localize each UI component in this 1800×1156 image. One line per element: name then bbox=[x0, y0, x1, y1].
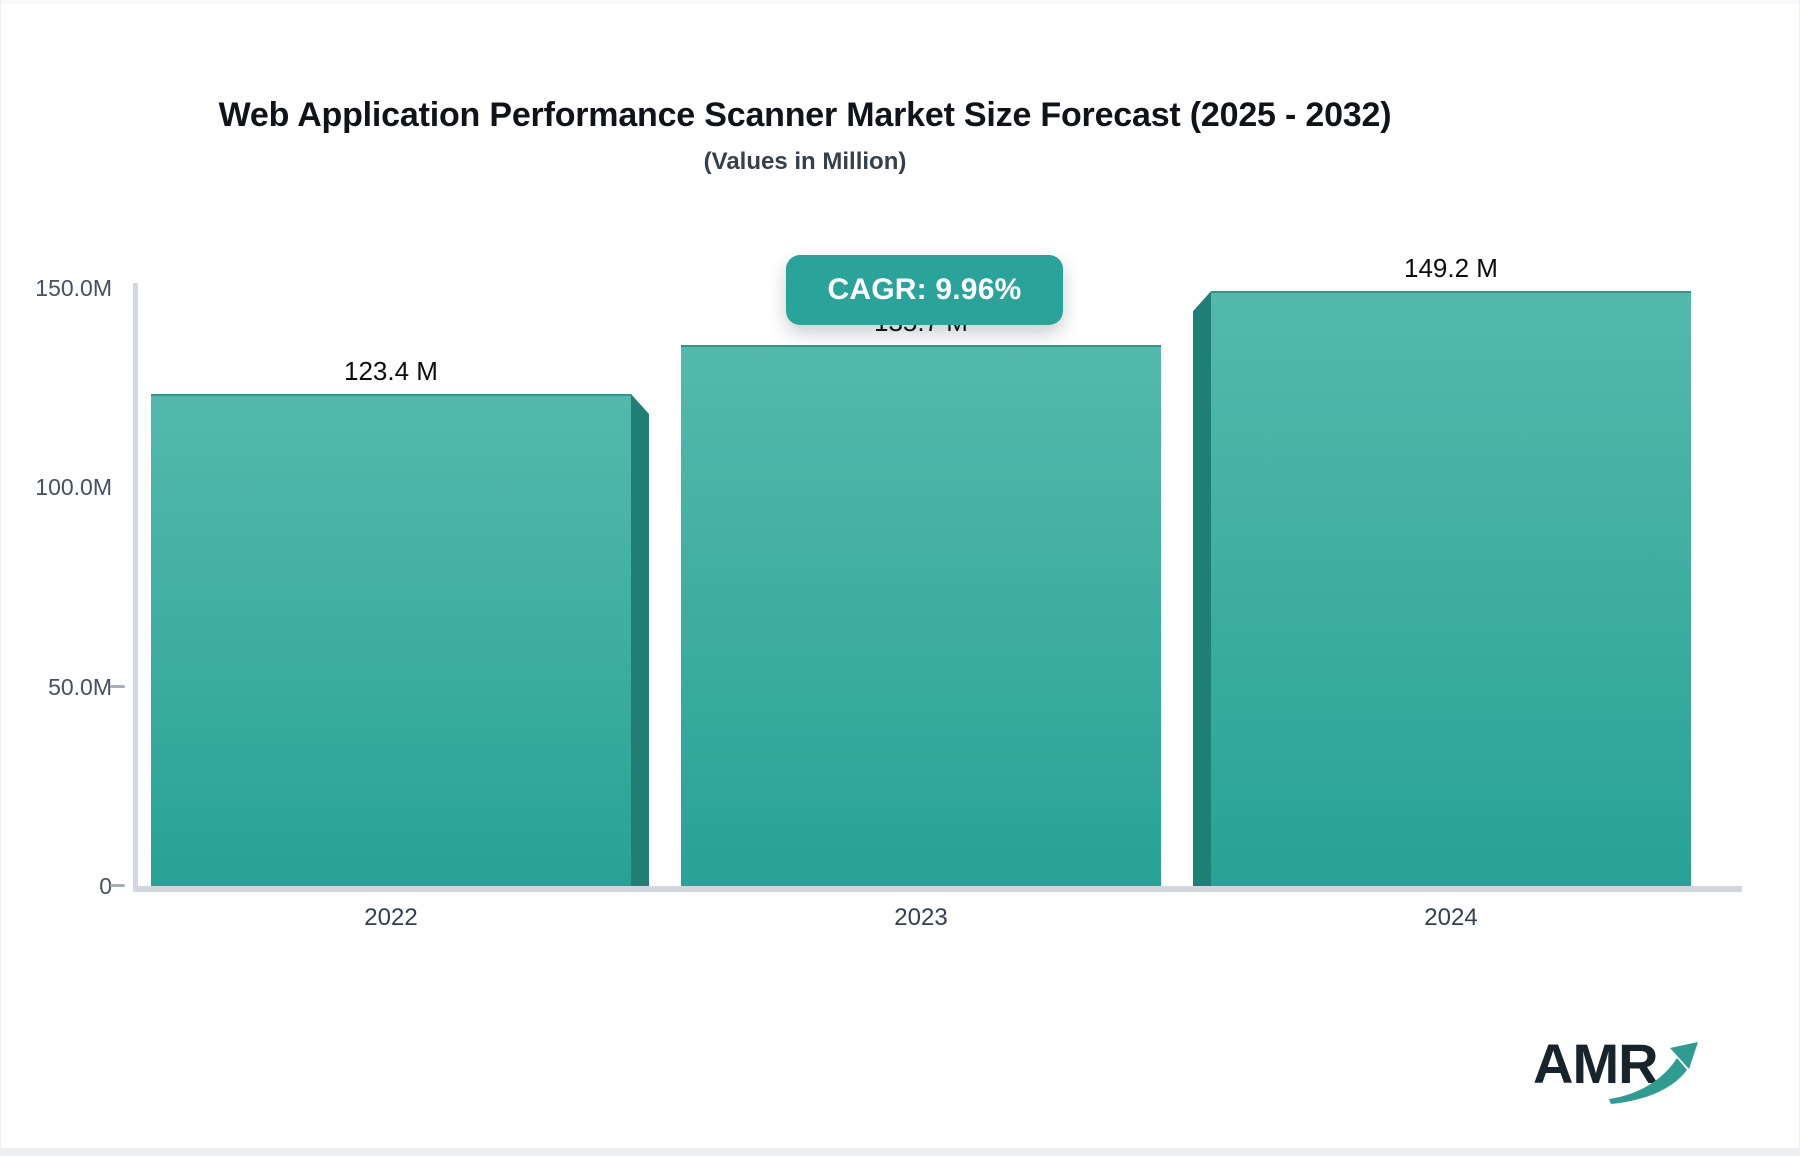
bar-3d-side bbox=[631, 394, 649, 886]
x-axis-label-2022: 2022 bbox=[364, 904, 418, 931]
y-tick-mark bbox=[110, 684, 125, 688]
bar-2024 bbox=[1211, 291, 1691, 886]
chart-subtitle: (Values in Million) bbox=[703, 148, 907, 175]
growth-arrow-icon bbox=[1609, 1042, 1698, 1104]
y-tick-mark bbox=[110, 884, 125, 887]
x-axis-label-2023: 2023 bbox=[894, 904, 948, 931]
bar-2023 bbox=[681, 345, 1161, 886]
amr-logo-text: AMR bbox=[1533, 1032, 1659, 1095]
x-axis-label-2024: 2024 bbox=[1424, 904, 1478, 931]
page-edge-bottom bbox=[0, 1148, 1800, 1156]
bar-value-label: 123.4 M bbox=[344, 356, 438, 387]
y-tick-label: 100.0M bbox=[35, 474, 112, 501]
page-edge-top bbox=[0, 0, 1800, 4]
y-tick-label: 50.0M bbox=[48, 673, 112, 700]
cagr-badge-label: CAGR: 9.96% bbox=[827, 273, 1022, 306]
y-tick-label: 150.0M bbox=[35, 275, 112, 301]
cagr-badge: CAGR: 9.96% bbox=[786, 255, 1063, 325]
bar-value-label: 149.2 M bbox=[1404, 253, 1498, 284]
bar-2022 bbox=[151, 394, 631, 886]
bar-3d-side bbox=[1193, 291, 1211, 886]
page-edge-left bbox=[0, 0, 1, 1156]
y-axis-line bbox=[133, 283, 138, 892]
y-tick-label: 0 bbox=[99, 873, 112, 899]
chart-title: Web Application Performance Scanner Mark… bbox=[218, 96, 1392, 134]
x-axis-line bbox=[133, 886, 1742, 892]
